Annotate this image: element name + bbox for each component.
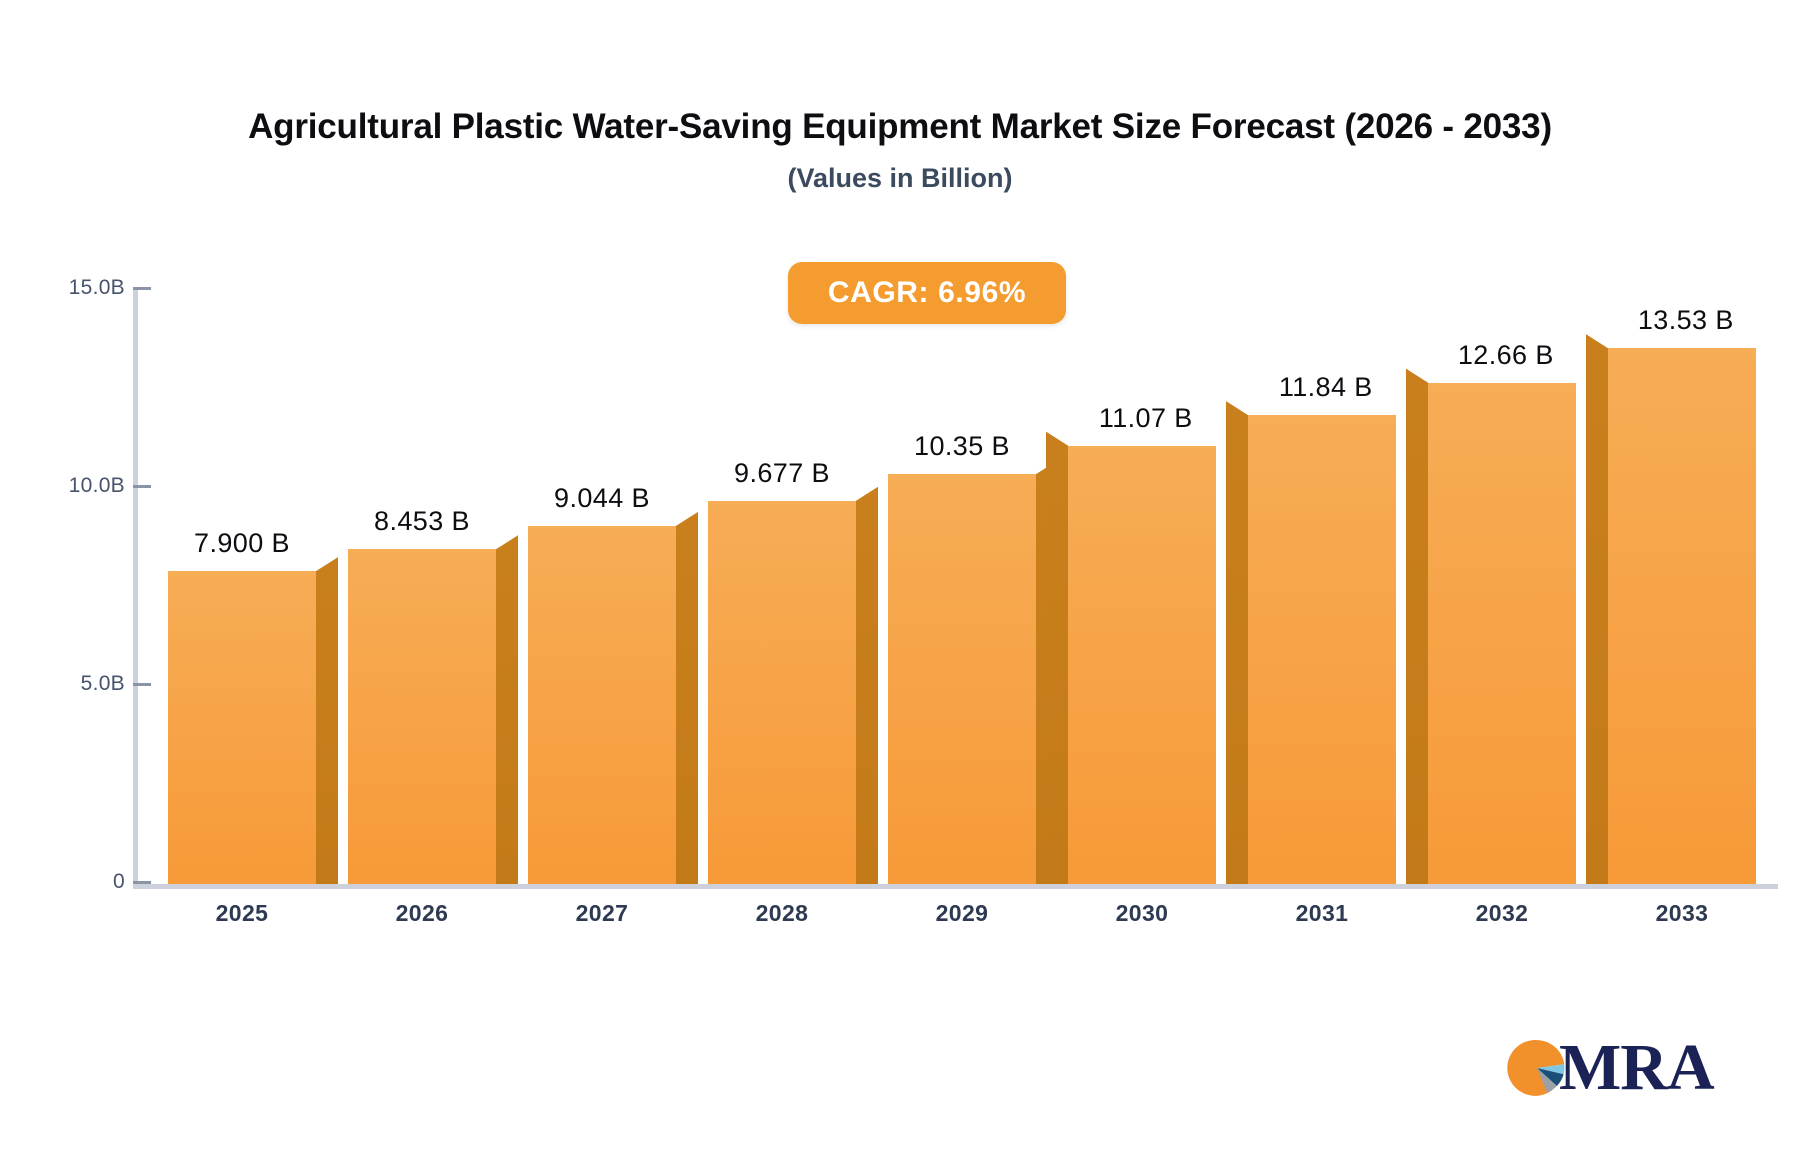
x-axis-label-2027: 2027 <box>575 900 629 926</box>
bar-front-face <box>348 549 496 884</box>
y-axis-tick-label: 10.0B <box>0 474 151 498</box>
chart-subtitle: (Values in Billion) <box>787 162 1013 193</box>
pie-chart-icon <box>1506 1037 1568 1099</box>
bar-side-face <box>1226 401 1248 884</box>
bar-value-label: 11.07 B <box>1098 402 1193 433</box>
bar-front-face <box>888 474 1036 884</box>
bar-side-face <box>496 535 518 884</box>
bar-value-label: 11.84 B <box>1278 372 1373 403</box>
bar-side-face <box>1586 334 1608 884</box>
bar-front-face <box>1248 415 1396 884</box>
bar-2028[interactable]: 9.677 B <box>708 458 878 884</box>
y-axis-tick-label: 5.0B <box>0 672 151 696</box>
y-axis-line <box>133 290 138 886</box>
y-axis-tick-mark <box>133 881 151 884</box>
logo-text: MRA <box>1559 1031 1715 1104</box>
bar-side-face <box>316 557 338 884</box>
y-axis-tick-mark <box>133 485 151 488</box>
logo: MRA <box>1506 1031 1715 1104</box>
chart-header: Agricultural Plastic Water-Saving Equipm… <box>0 0 1800 193</box>
bar-front-face <box>1428 382 1576 884</box>
bar-2032[interactable]: 12.66 B <box>1406 340 1576 884</box>
bar-2026[interactable]: 8.453 B <box>348 506 518 884</box>
y-axis-tick-mark <box>133 287 151 290</box>
bar-2025[interactable]: 7.900 B <box>168 528 338 884</box>
cagr-badge: CAGR: 6.96% <box>788 262 1066 324</box>
x-axis-label-2033: 2033 <box>1655 900 1709 926</box>
bar-2029[interactable]: 10.35 B <box>888 431 1058 884</box>
y-axis-tick-mark <box>133 683 151 686</box>
bar-2030[interactable]: 11.07 B <box>1046 403 1216 884</box>
bar-value-label: 12.66 B <box>1457 339 1554 370</box>
bar-value-label: 13.53 B <box>1637 305 1734 336</box>
bar-2031[interactable]: 11.84 B <box>1226 372 1396 884</box>
bar-value-label: 9.044 B <box>554 482 650 513</box>
bar-value-label: 10.35 B <box>914 431 1010 462</box>
bar-2033[interactable]: 13.53 B <box>1586 305 1756 884</box>
page-title: Agricultural Plastic Water-Saving Equipm… <box>248 107 1552 146</box>
x-axis-line <box>133 884 1778 889</box>
bar-value-label: 7.900 B <box>194 528 290 559</box>
bar-2027[interactable]: 9.044 B <box>528 483 698 884</box>
bar-front-face <box>1068 445 1216 884</box>
bar-front-face <box>168 571 316 884</box>
bar-side-face <box>676 511 698 884</box>
x-axis-label-2028: 2028 <box>755 900 809 926</box>
bar-front-face <box>708 500 856 884</box>
bar-side-face <box>1406 368 1428 884</box>
bar-front-face <box>528 525 676 884</box>
bar-value-label: 8.453 B <box>374 506 470 537</box>
y-axis-tick-label: 15.0B <box>0 276 151 300</box>
bar-side-face <box>1046 431 1068 884</box>
bar-side-face <box>856 486 878 884</box>
bar-value-label: 9.677 B <box>734 457 830 488</box>
x-axis-label-2026: 2026 <box>395 900 449 926</box>
y-axis-tick-label: 0 <box>0 870 151 894</box>
bar-front-face <box>1608 348 1756 884</box>
x-axis-label-2025: 2025 <box>215 900 269 926</box>
x-axis-label-2032: 2032 <box>1475 900 1529 926</box>
x-axis-label-2029: 2029 <box>935 900 989 926</box>
x-axis-label-2030: 2030 <box>1115 900 1169 926</box>
x-axis-label-2031: 2031 <box>1295 900 1349 926</box>
